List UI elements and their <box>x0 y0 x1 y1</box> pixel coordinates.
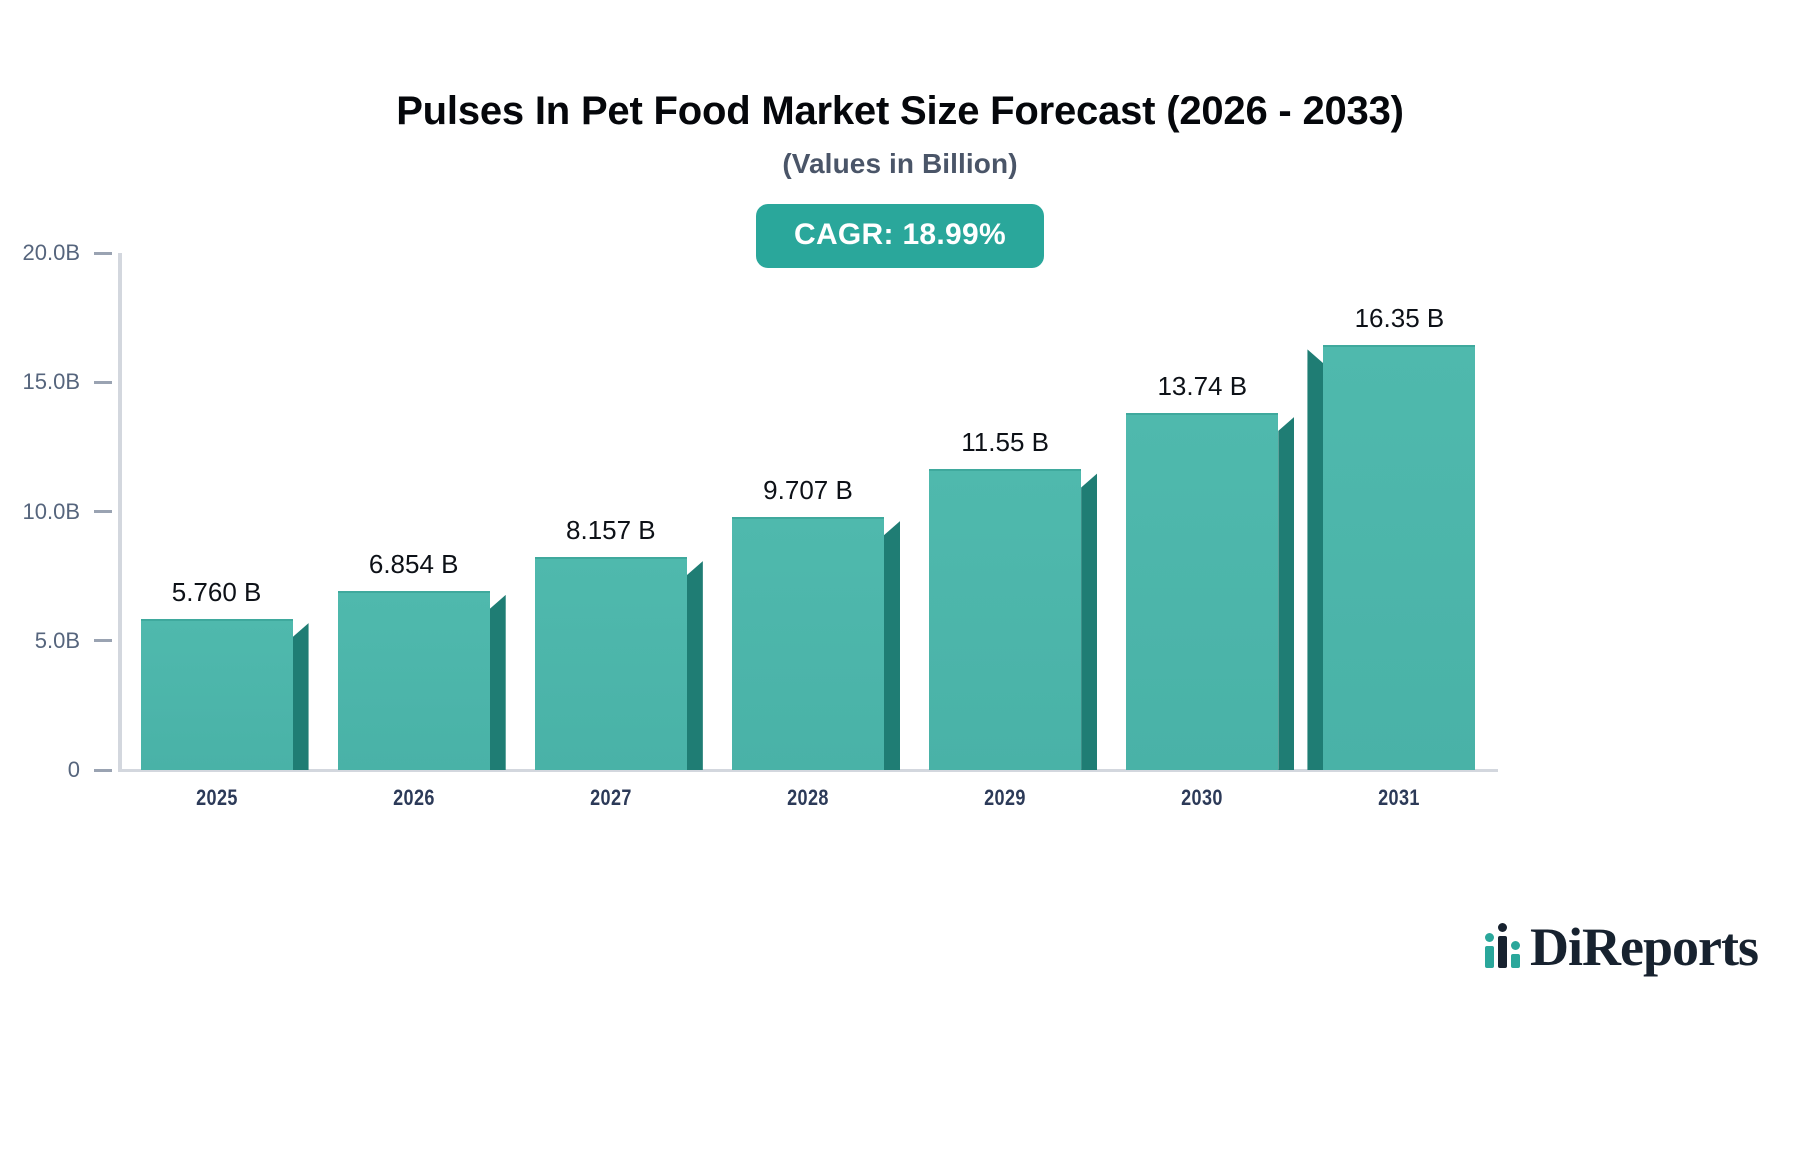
bar-group[interactable] <box>1126 253 1295 770</box>
logo-text: DiReports <box>1530 917 1759 977</box>
bar-side-face <box>1307 349 1324 770</box>
bar-value-label: 8.157 B <box>566 515 656 546</box>
y-axis-tick-mark <box>94 380 112 384</box>
bar-value-label: 9.707 B <box>763 475 853 506</box>
bar[interactable] <box>337 590 506 770</box>
y-axis-tick: 20.0B <box>0 240 112 266</box>
bar-front-face <box>732 517 884 770</box>
bar-value-label: 13.74 B <box>1157 370 1248 401</box>
bar-value-label: 11.55 B <box>961 427 1049 458</box>
page-title: Pulses In Pet Food Market Size Forecast … <box>396 89 1404 133</box>
bar[interactable] <box>732 517 900 770</box>
cagr-badge: CAGR: 18.99% <box>755 204 1044 268</box>
y-axis-tick-label: 5.0B <box>34 627 80 653</box>
x-axis-line <box>118 769 1498 772</box>
y-axis-tick: 5.0B <box>0 628 112 654</box>
cagr-badge-wrap: CAGR: 18.99% <box>0 204 1800 268</box>
y-axis-tick-label: 0 <box>67 757 80 782</box>
bar-side-face <box>686 561 703 770</box>
bar-side-face <box>1278 416 1295 770</box>
bar[interactable] <box>534 557 703 770</box>
bar-front-face <box>929 469 1082 770</box>
bar-side-face <box>292 623 309 770</box>
bar-group[interactable] <box>732 253 900 770</box>
y-axis-tick-mark <box>94 639 112 643</box>
bar-front-face <box>534 557 687 770</box>
bar[interactable] <box>140 619 309 770</box>
y-axis-tick: 10.0B <box>0 499 112 525</box>
x-axis-label: 2031 <box>1378 785 1421 810</box>
x-axis-label: 2025 <box>195 785 238 810</box>
chart-header: Pulses In Pet Food Market Size Forecast … <box>0 0 1800 268</box>
y-axis-tick-mark <box>94 251 112 255</box>
y-axis-line <box>118 253 122 771</box>
x-axis-label: 2026 <box>392 785 435 810</box>
bar-side-face <box>884 521 900 770</box>
bar-group[interactable] <box>534 253 703 770</box>
bar-group[interactable] <box>140 253 309 770</box>
bar[interactable] <box>1126 412 1295 770</box>
bar-side-face <box>1081 473 1098 770</box>
y-axis-tick-label: 10.0B <box>22 498 81 524</box>
y-axis-tick: 15.0B <box>0 369 112 395</box>
y-axis-tick-label: 15.0B <box>22 369 81 395</box>
bar-side-face <box>489 594 506 770</box>
y-axis-tick-label: 20.0B <box>22 240 81 265</box>
bar-front-face <box>140 619 293 770</box>
bar-chart-icon <box>1485 923 1521 968</box>
bars-layer: 5.760 B 6.854 B 8.157 B 9.707 B 11.55 B 13.74… <box>118 253 1498 770</box>
x-axis-label: 2030 <box>1181 785 1224 810</box>
bar-front-face <box>1126 412 1279 770</box>
brand-logo: DiReports <box>1485 917 1759 977</box>
bar-group[interactable] <box>337 253 506 770</box>
y-axis-tick-mark <box>94 510 112 514</box>
y-axis-tick-mark <box>94 768 112 772</box>
bar-value-label: 5.760 B <box>171 577 262 608</box>
x-axis-label: 2028 <box>787 785 829 810</box>
x-axis-label: 2029 <box>984 785 1027 810</box>
bar[interactable] <box>929 469 1098 770</box>
y-axis-tick: 0 <box>0 757 112 783</box>
bar-group[interactable] <box>929 253 1098 770</box>
bar-value-label: 6.854 B <box>368 548 459 579</box>
bar-group[interactable] <box>1307 253 1476 770</box>
x-axis-label: 2027 <box>589 785 632 810</box>
bar-value-label: 16.35 B <box>1354 303 1445 334</box>
chart-subtitle: (Values in Billion) <box>782 148 1018 179</box>
bar[interactable] <box>1307 345 1476 770</box>
bar-front-face <box>1323 345 1476 770</box>
x-axis-labels: 2025 2026 2027 2028 2029 2030 2031 <box>118 785 1498 825</box>
bar-front-face <box>337 590 490 770</box>
